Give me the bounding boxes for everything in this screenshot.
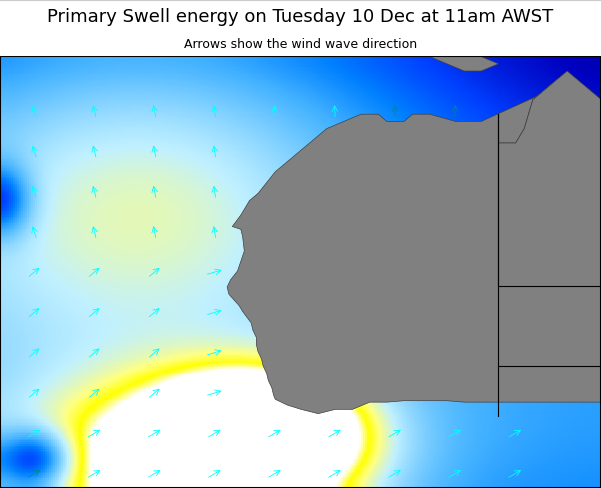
Text: Arrows show the wind wave direction: Arrows show the wind wave direction — [184, 39, 417, 51]
Text: Primary Swell energy on Tuesday 10 Dec at 11am AWST: Primary Swell energy on Tuesday 10 Dec a… — [47, 8, 554, 26]
